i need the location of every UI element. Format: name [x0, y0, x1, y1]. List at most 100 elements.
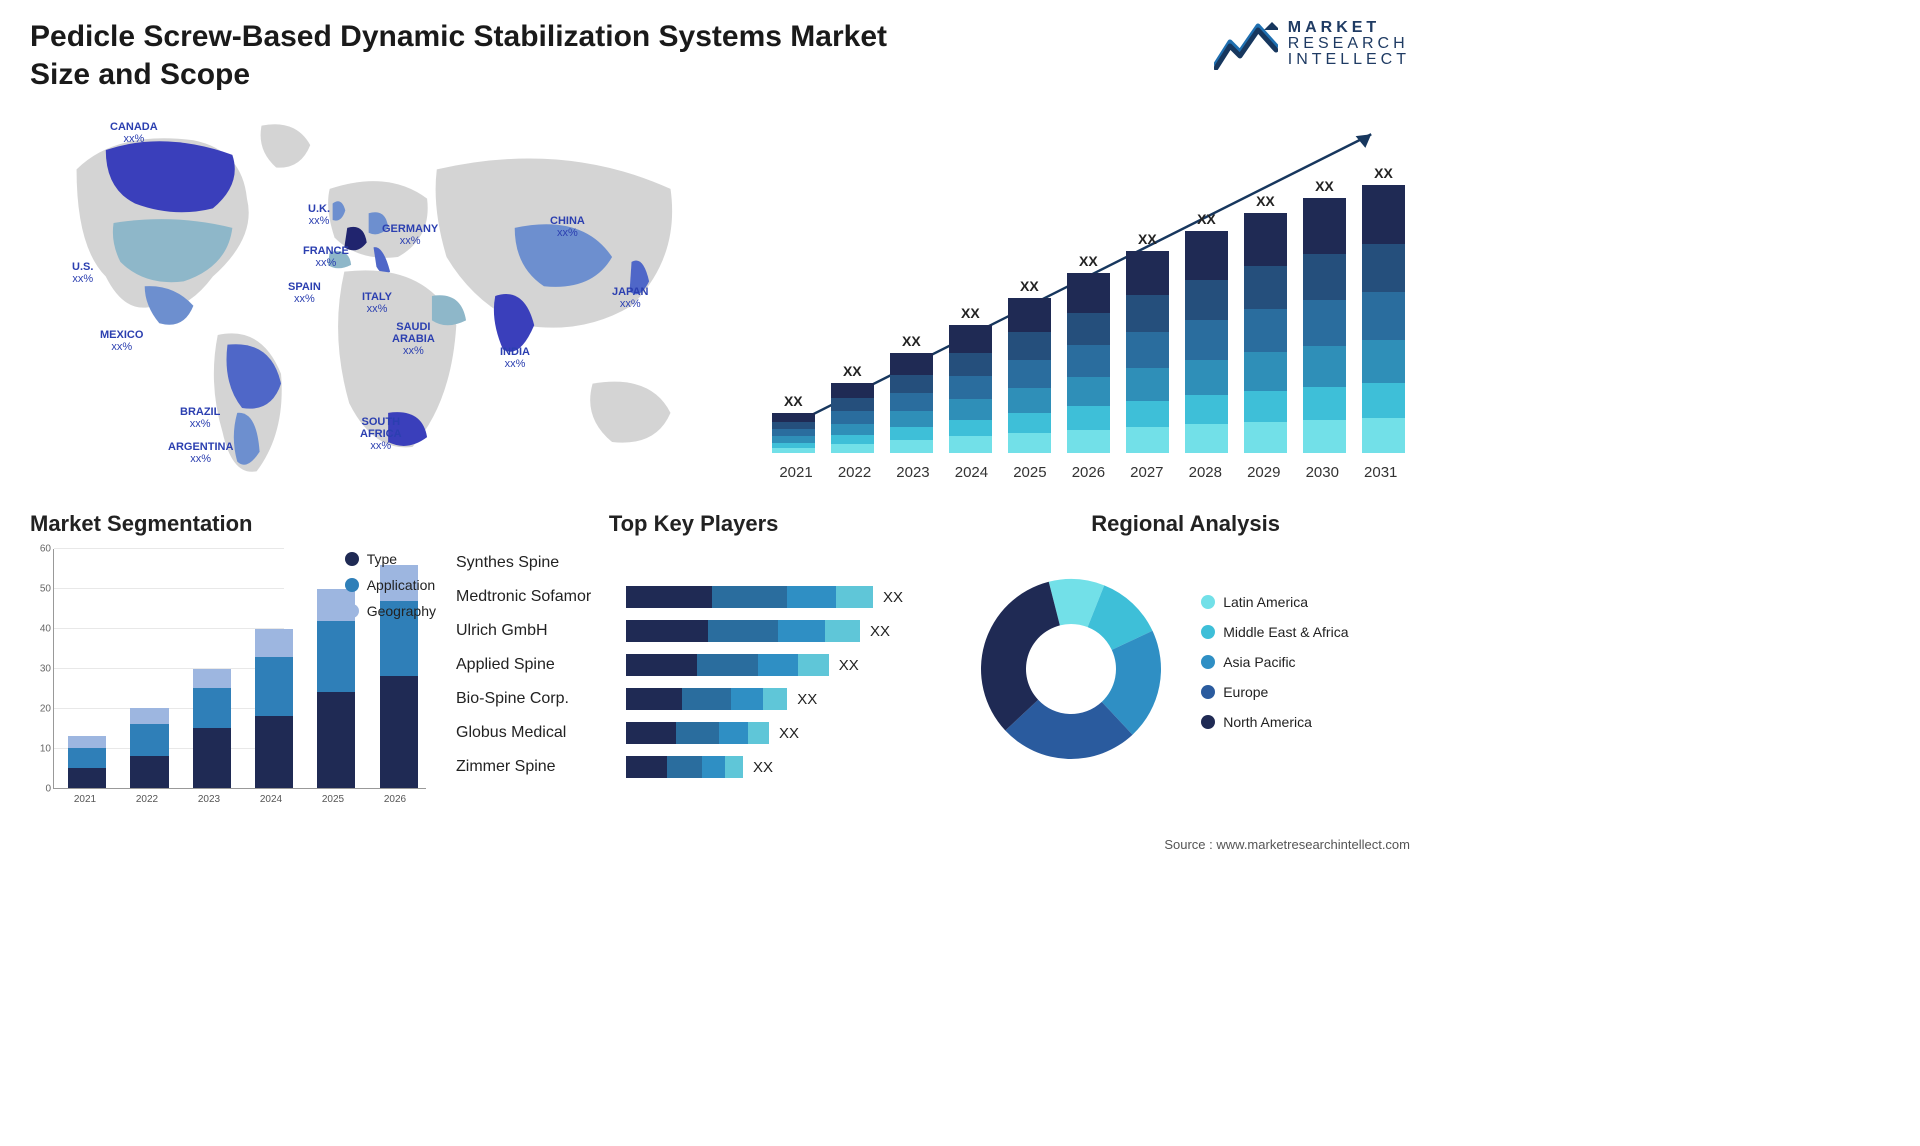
map-label-india: INDIAxx%	[500, 346, 530, 370]
player-name: Ulrich GmbH	[456, 622, 626, 640]
players-title: Top Key Players	[456, 511, 931, 537]
region-legend-middle-east-africa: Middle East & Africa	[1201, 624, 1348, 640]
player-value: XX	[753, 759, 773, 776]
map-label-saudi-arabia: SAUDIARABIAxx%	[392, 321, 435, 357]
logo-text-3: INTELLECT	[1288, 52, 1410, 68]
forecast-bar-2031: XX	[1357, 185, 1410, 453]
forecast-bar-2022: XX	[826, 383, 879, 453]
seg-bar-2023	[185, 549, 239, 788]
forecast-year-2021: 2021	[767, 464, 825, 481]
player-row-ulrich-gmbh: Ulrich GmbH XX	[456, 617, 931, 645]
forecast-bar-2025: XX	[1003, 298, 1056, 453]
player-name: Applied Spine	[456, 656, 626, 674]
forecast-value-label: XX	[890, 333, 932, 349]
player-bar	[626, 586, 873, 608]
player-name: Medtronic Sofamor	[456, 588, 626, 606]
map-label-u-k-: U.K.xx%	[308, 203, 330, 227]
logo-text-1: MARKET	[1288, 20, 1410, 36]
page-title: Pedicle Screw-Based Dynamic Stabilizatio…	[30, 18, 930, 93]
map-label-france: FRANCExx%	[303, 245, 349, 269]
player-bar	[626, 688, 787, 710]
seg-year-2026: 2026	[364, 794, 426, 805]
forecast-bar-2029: XX	[1239, 213, 1292, 453]
player-name: Zimmer Spine	[456, 758, 626, 776]
map-label-germany: GERMANYxx%	[382, 223, 438, 247]
forecast-bar-2030: XX	[1298, 198, 1351, 453]
player-row-synthes-spine: Synthes Spine	[456, 549, 931, 577]
forecast-value-label: XX	[831, 363, 873, 379]
seg-bar-2021	[60, 549, 114, 788]
forecast-year-2023: 2023	[884, 464, 942, 481]
player-row-bio-spine-corp-: Bio-Spine Corp. XX	[456, 685, 931, 713]
player-value: XX	[779, 725, 799, 742]
brand-logo: MARKET RESEARCH INTELLECT	[1214, 18, 1410, 70]
world-map: CANADAxx% U.S.xx% MEXICOxx% BRAZILxx% ARGENT…	[30, 111, 727, 481]
seg-year-2024: 2024	[240, 794, 302, 805]
map-label-china: CHINAxx%	[550, 215, 585, 239]
player-row-medtronic-sofamor: Medtronic Sofamor XX	[456, 583, 931, 611]
forecast-year-2029: 2029	[1235, 464, 1293, 481]
map-label-spain: SPAINxx%	[288, 281, 321, 305]
seg-year-2025: 2025	[302, 794, 364, 805]
forecast-value-label: XX	[1362, 165, 1404, 181]
forecast-year-2024: 2024	[942, 464, 1000, 481]
segmentation-section: Market Segmentation 0102030405060 202120…	[30, 511, 426, 811]
forecast-year-2025: 2025	[1001, 464, 1059, 481]
player-name: Bio-Spine Corp.	[456, 690, 626, 708]
player-value: XX	[797, 691, 817, 708]
forecast-bar-2028: XX	[1180, 231, 1233, 453]
map-label-south-africa: SOUTHAFRICAxx%	[360, 416, 402, 452]
segmentation-legend: Type Application Geography	[345, 551, 436, 629]
player-row-zimmer-spine: Zimmer Spine XX	[456, 753, 931, 781]
forecast-year-2028: 2028	[1176, 464, 1234, 481]
player-name: Globus Medical	[456, 724, 626, 742]
map-label-mexico: MEXICOxx%	[100, 329, 143, 353]
player-value: XX	[870, 623, 890, 640]
segmentation-title: Market Segmentation	[30, 511, 426, 537]
seg-legend-type: Type	[345, 551, 436, 567]
forecast-value-label: XX	[1244, 193, 1286, 209]
region-legend-europe: Europe	[1201, 684, 1348, 700]
map-label-u-s-: U.S.xx%	[72, 261, 93, 285]
seg-year-2022: 2022	[116, 794, 178, 805]
source-text: Source : www.marketresearchintellect.com	[1164, 837, 1410, 852]
map-label-argentina: ARGENTINAxx%	[168, 441, 233, 465]
player-name: Synthes Spine	[456, 554, 626, 572]
region-legend-latin-america: Latin America	[1201, 594, 1348, 610]
forecast-year-2031: 2031	[1351, 464, 1409, 481]
logo-text-2: RESEARCH	[1288, 36, 1410, 52]
map-label-brazil: BRAZILxx%	[180, 406, 220, 430]
map-label-japan: JAPANxx%	[612, 286, 648, 310]
forecast-value-label: XX	[1008, 278, 1050, 294]
forecast-bar-2023: XX	[885, 353, 938, 453]
forecast-value-label: XX	[1067, 253, 1109, 269]
map-label-canada: CANADAxx%	[110, 121, 158, 145]
seg-legend-geography: Geography	[345, 603, 436, 619]
seg-legend-application: Application	[345, 577, 436, 593]
player-row-globus-medical: Globus Medical XX	[456, 719, 931, 747]
region-legend-asia-pacific: Asia Pacific	[1201, 654, 1348, 670]
forecast-value-label: XX	[1303, 178, 1345, 194]
seg-year-2021: 2021	[54, 794, 116, 805]
logo-icon	[1214, 18, 1278, 70]
forecast-value-label: XX	[949, 305, 991, 321]
forecast-value-label: XX	[1126, 231, 1168, 247]
seg-bar-2024	[247, 549, 301, 788]
map-label-italy: ITALYxx%	[362, 291, 392, 315]
forecast-year-2027: 2027	[1118, 464, 1176, 481]
seg-year-2023: 2023	[178, 794, 240, 805]
regional-section: Regional Analysis Latin America Middle Ea…	[961, 511, 1410, 811]
player-value: XX	[839, 657, 859, 674]
forecast-bar-2024: XX	[944, 325, 997, 453]
regional-title: Regional Analysis	[961, 511, 1410, 537]
player-bar	[626, 756, 743, 778]
forecast-year-2022: 2022	[825, 464, 883, 481]
player-row-applied-spine: Applied Spine XX	[456, 651, 931, 679]
regional-donut	[971, 569, 1171, 769]
player-value: XX	[883, 589, 903, 606]
forecast-bar-2027: XX	[1121, 251, 1174, 453]
player-bar	[626, 654, 829, 676]
player-bar	[626, 722, 769, 744]
forecast-value-label: XX	[1185, 211, 1227, 227]
forecast-chart: XXXXXXXXXXXXXXXXXXXXXX 20212022202320242…	[767, 111, 1410, 481]
